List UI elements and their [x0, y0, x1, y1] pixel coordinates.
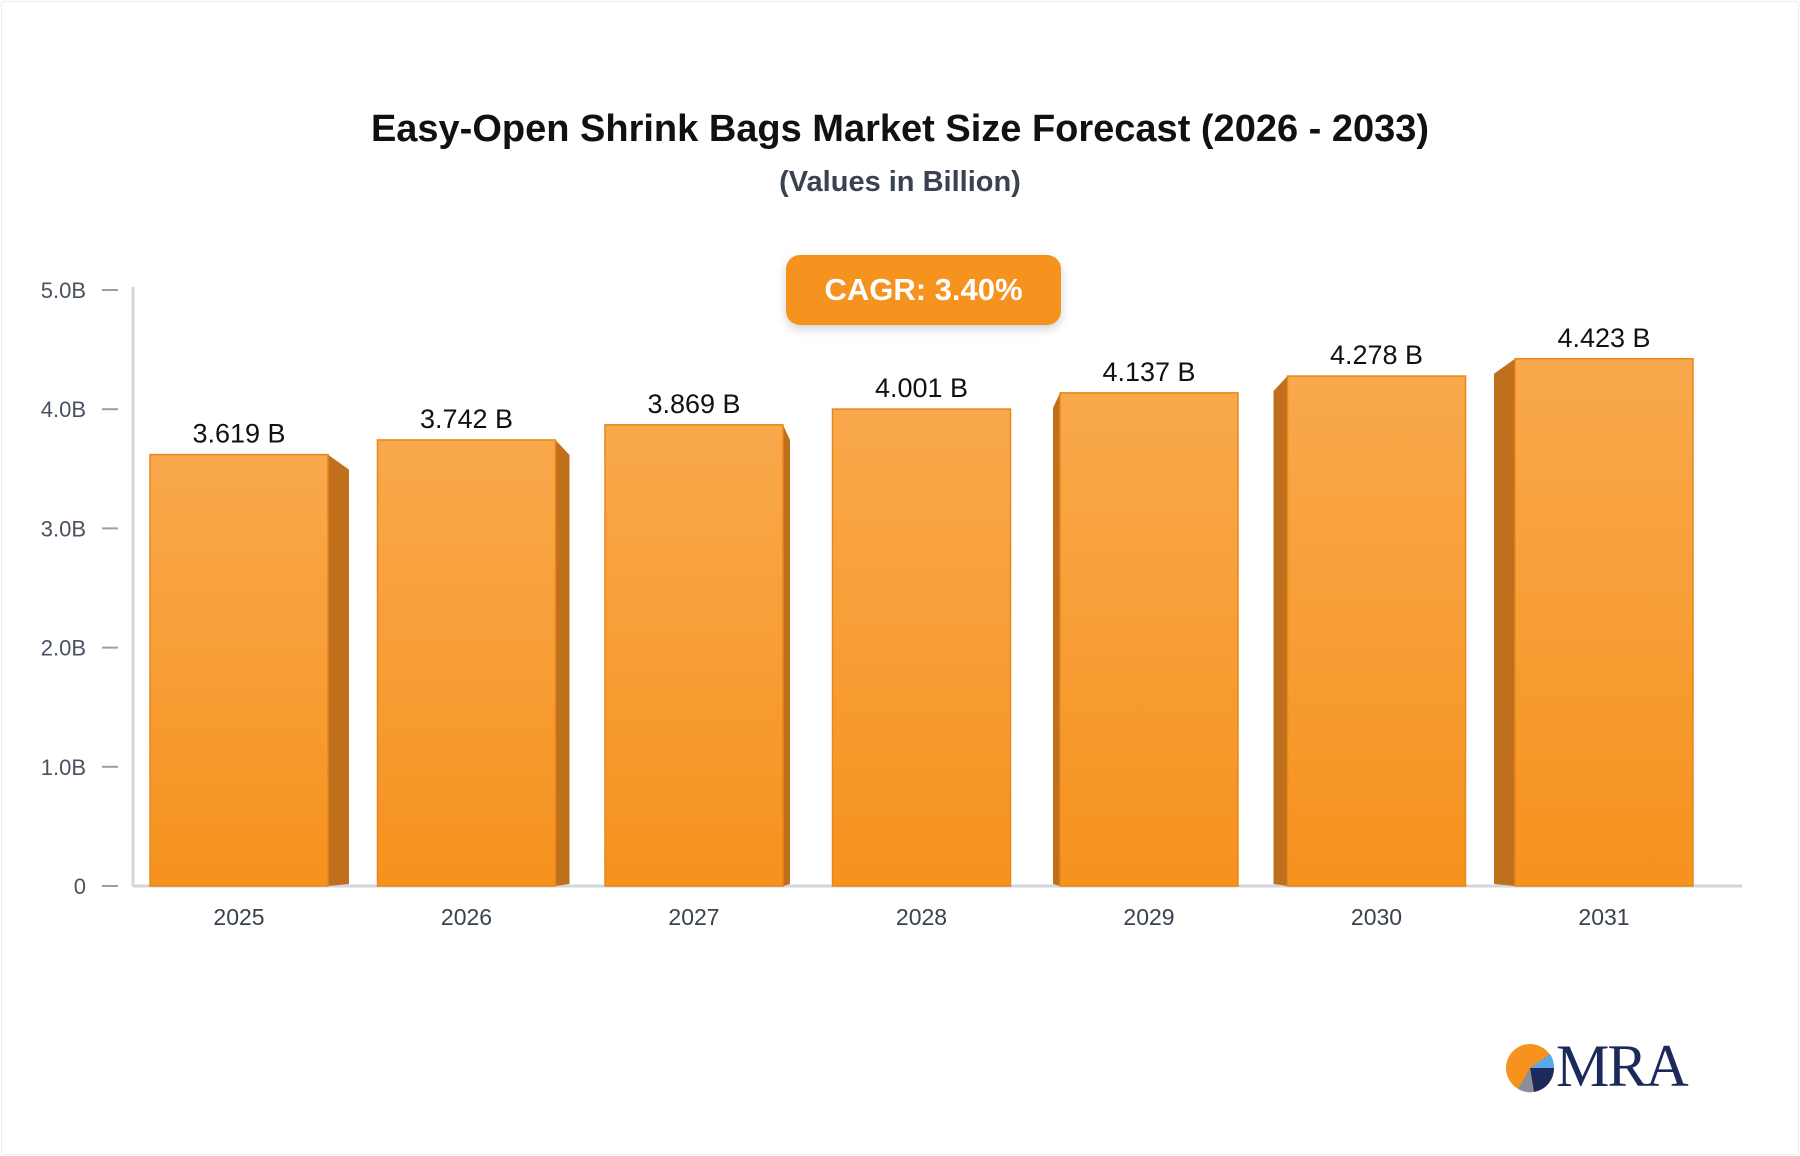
y-tick-label: 2.0B	[41, 636, 86, 661]
mra-logo: MRA	[1504, 1033, 1704, 1100]
logo-text: MRA	[1556, 1033, 1689, 1099]
data-label: 3.742 B	[420, 404, 513, 434]
bar	[604, 424, 784, 887]
data-label: 3.869 B	[647, 389, 740, 419]
bar	[1286, 375, 1467, 887]
cagr-badge: CAGR: 3.40%	[786, 255, 1061, 325]
data-label: 4.423 B	[1557, 323, 1650, 353]
y-tick-label: 1.0B	[41, 755, 86, 780]
bar-side	[783, 424, 790, 886]
y-tick-label: 5.0B	[41, 278, 86, 303]
bar-side	[1053, 392, 1060, 886]
bar-side	[328, 454, 349, 886]
x-tick-label: 2027	[668, 904, 719, 930]
bar-side	[1494, 358, 1515, 886]
y-tick-label: 3.0B	[41, 516, 86, 541]
bar-side	[555, 439, 570, 886]
y-tick-label: 0	[74, 874, 86, 899]
bar	[376, 439, 557, 887]
logo-pie-icon	[1506, 1044, 1555, 1093]
data-label: 4.137 B	[1102, 357, 1195, 387]
data-label: 4.001 B	[875, 373, 968, 403]
bar	[1514, 358, 1694, 887]
x-tick-label: 2031	[1578, 904, 1629, 930]
bar	[149, 453, 329, 887]
data-label: 3.619 B	[192, 419, 285, 449]
x-tick-label: 2030	[1351, 904, 1402, 930]
x-tick-label: 2029	[1123, 904, 1174, 930]
bar	[831, 408, 1012, 887]
x-tick-label: 2026	[441, 904, 492, 930]
x-tick-label: 2028	[896, 904, 947, 930]
bar	[1059, 392, 1239, 887]
y-tick-label: 4.0B	[41, 397, 86, 422]
chart-title: Easy-Open Shrink Bags Market Size Foreca…	[370, 108, 1430, 150]
bar-side	[1273, 376, 1288, 886]
x-tick-label: 2025	[213, 904, 264, 930]
data-label: 4.278 B	[1330, 340, 1423, 370]
chart-subtitle: (Values in Billion)	[779, 166, 1021, 198]
